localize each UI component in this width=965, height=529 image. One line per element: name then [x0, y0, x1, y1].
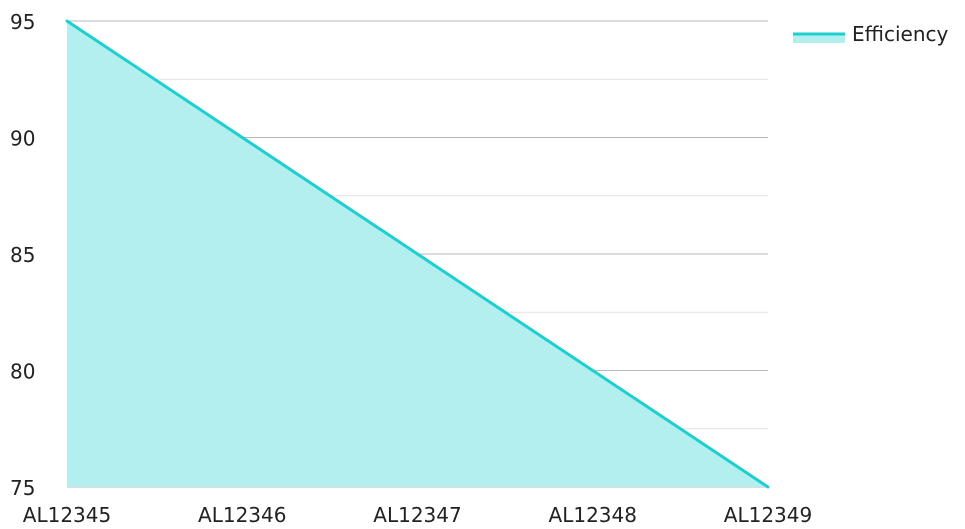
y-axis-ticks: 75 80 85 90 95	[10, 10, 35, 500]
y-tick-label: 75	[10, 476, 35, 500]
x-tick-label: AL12347	[373, 503, 461, 527]
data-point[interactable]	[240, 136, 244, 139]
legend-swatch-fill	[793, 33, 845, 43]
data-point[interactable]	[591, 369, 595, 372]
y-tick-label: 90	[10, 127, 35, 151]
y-tick-label: 80	[10, 360, 35, 384]
data-point[interactable]	[416, 252, 419, 256]
x-axis-ticks: AL12345 AL12346 AL12347 AL12348 AL12349	[23, 503, 812, 527]
area-layer	[65, 19, 770, 489]
x-tick-label: AL12346	[198, 503, 286, 527]
x-tick-label: AL12345	[23, 503, 111, 527]
legend-label: Efficiency	[852, 22, 949, 46]
legend[interactable]: Efficiency	[793, 22, 949, 46]
y-tick-label: 95	[10, 10, 35, 34]
data-point[interactable]	[65, 19, 69, 23]
y-tick-label: 85	[10, 243, 35, 267]
x-tick-label: AL12349	[724, 503, 812, 527]
data-point[interactable]	[766, 485, 770, 489]
x-tick-label: AL12348	[549, 503, 637, 527]
